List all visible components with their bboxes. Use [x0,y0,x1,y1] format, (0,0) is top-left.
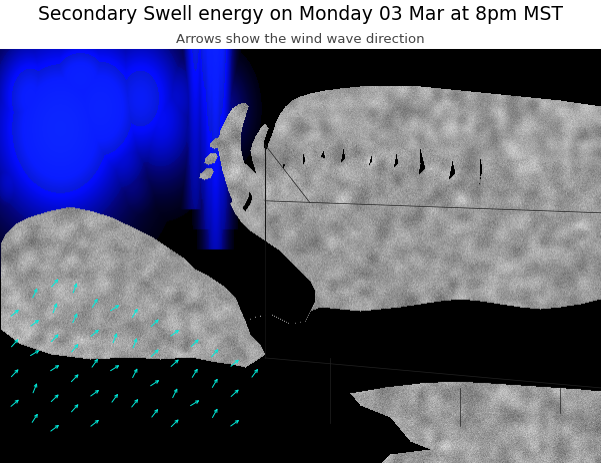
Text: Secondary Swell energy on Monday 03 Mar at 8pm MST: Secondary Swell energy on Monday 03 Mar … [38,6,563,25]
Text: Arrows show the wind wave direction: Arrows show the wind wave direction [176,33,425,46]
